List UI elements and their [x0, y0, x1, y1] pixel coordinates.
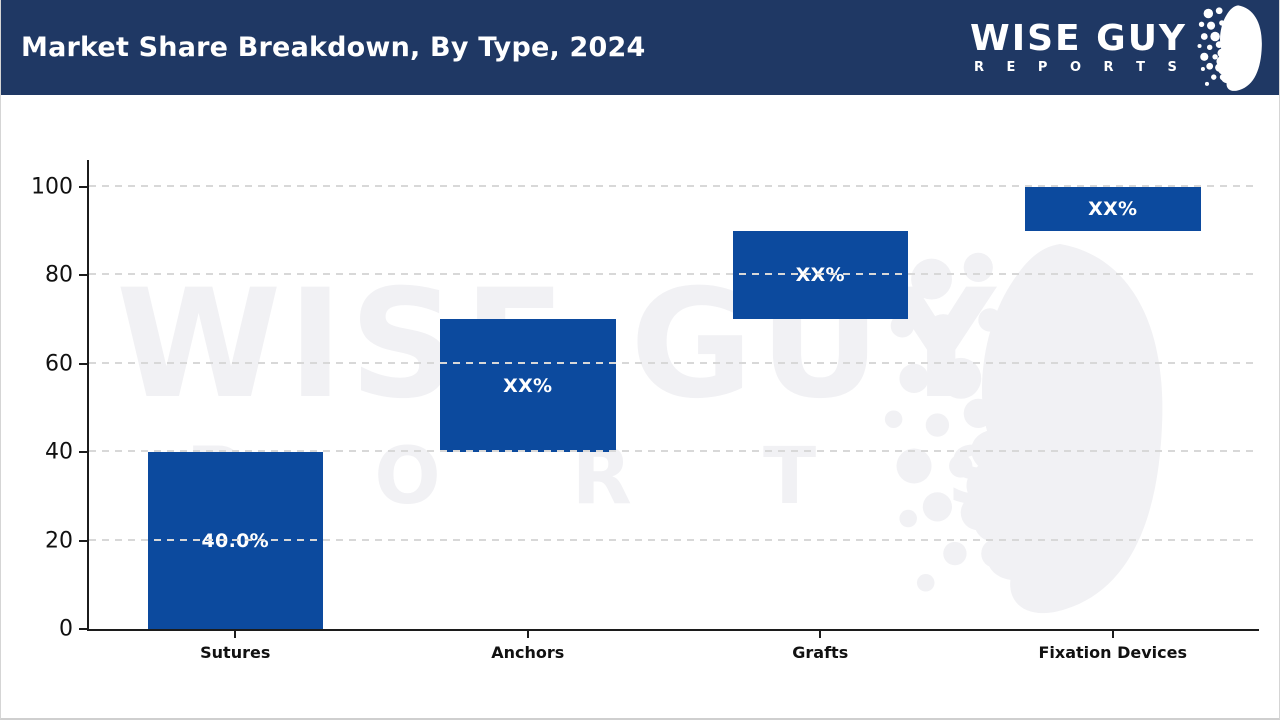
y-tick-80: [79, 274, 87, 277]
y-tick-label-80: 80: [45, 262, 73, 288]
gridline-80: [89, 273, 1259, 276]
bar-value-label: XX%: [1088, 197, 1138, 220]
page-title: Market Share Breakdown, By Type, 2024: [21, 32, 646, 63]
bar-grafts: XX%: [732, 230, 908, 320]
gridline-60: [89, 361, 1259, 364]
y-axis-line: [87, 160, 89, 629]
logo-subtitle: R E P O R T S: [973, 59, 1186, 75]
bar-value-label: XX%: [503, 374, 553, 397]
bar-value-label: 40.0%: [201, 529, 269, 552]
logo-text: WISE GUY R E P O R T S: [969, 17, 1187, 75]
logo-wordmark: WISE GUY: [969, 17, 1187, 59]
y-tick-0: [79, 628, 87, 630]
header-bar: Market Share Breakdown, By Type, 2024 WI…: [1, 0, 1279, 95]
x-category-label: Fixation Devices: [1038, 643, 1188, 662]
gridline-20: [89, 538, 1259, 541]
y-tick-40: [79, 451, 87, 454]
bar-value-label: XX%: [795, 264, 845, 287]
logo-face-icon: [1191, 4, 1269, 92]
y-tick-label-0: 0: [59, 616, 73, 642]
x-tick-0: [234, 631, 237, 638]
y-tick-label-40: 40: [45, 439, 73, 465]
y-tick-label-20: 20: [45, 528, 73, 554]
x-category-label: Sutures: [200, 643, 271, 662]
y-tick-20: [79, 539, 87, 542]
y-tick-100: [79, 185, 87, 188]
x-category-label: Anchors: [491, 643, 565, 662]
x-category-label: Grafts: [792, 643, 849, 662]
gridline-40: [89, 450, 1259, 453]
gridline-100: [89, 184, 1259, 187]
bar-fixation-devices: XX%: [1025, 186, 1201, 231]
y-tick-60: [79, 362, 87, 365]
wise-guy-logo: WISE GUY R E P O R T S: [970, 4, 1279, 92]
x-axis-line: [87, 629, 1259, 631]
y-tick-label-100: 100: [31, 174, 73, 200]
bar-sutures: 40.0%: [147, 452, 323, 629]
y-tick-label-60: 60: [45, 351, 73, 377]
plot-area: 0 20 40 60 80 100 40.0% Sutures XX% Anchors XX% Gra…: [31, 160, 1259, 662]
bar-anchors: XX%: [440, 319, 616, 453]
x-tick-2: [819, 631, 822, 638]
x-tick-3: [1111, 631, 1114, 638]
x-tick-1: [526, 631, 529, 638]
